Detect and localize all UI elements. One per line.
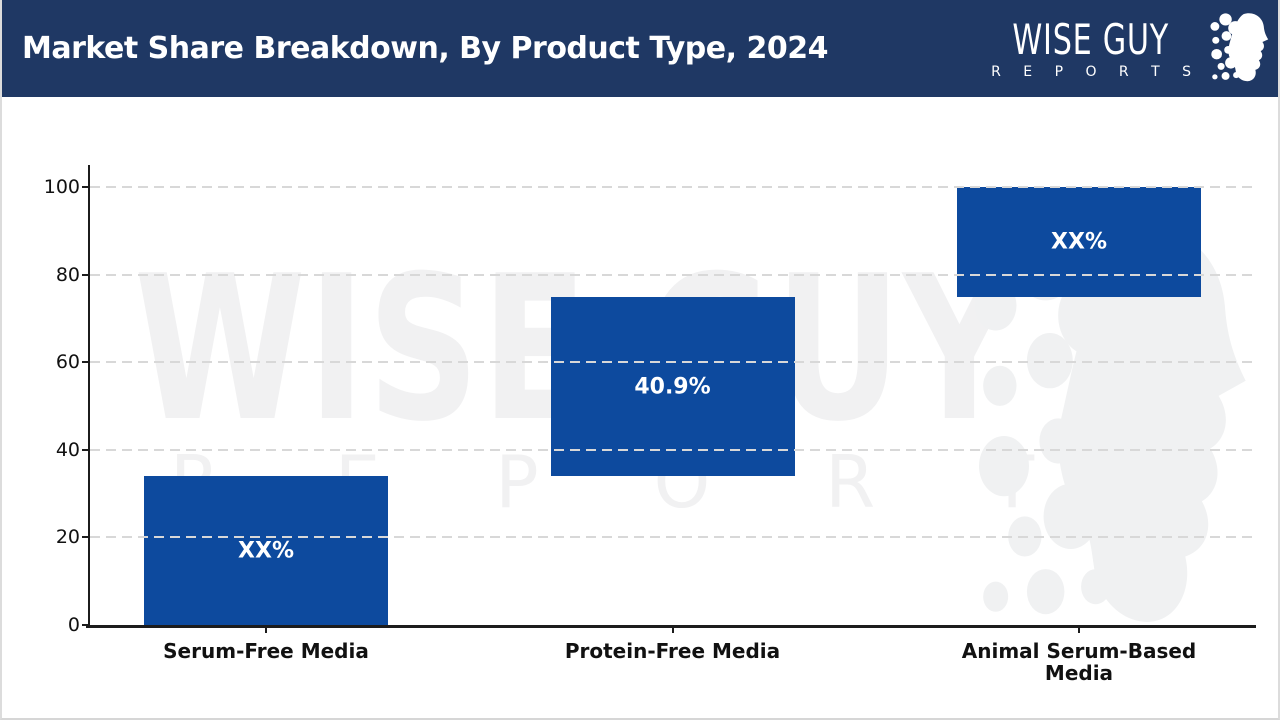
header-bar: Market Share Breakdown, By Product Type,… — [2, 0, 1278, 97]
y-axis-line — [88, 165, 90, 627]
y-tick-label-0: 0 — [67, 614, 80, 636]
y-tick-label-20: 20 — [55, 526, 80, 549]
bar-2 — [550, 296, 795, 477]
x-tick-mark-3 — [1078, 625, 1080, 633]
y-tick-mark-60 — [82, 361, 89, 364]
bar-value-label: XX% — [1051, 229, 1107, 255]
bar-value-label: XX% — [238, 538, 294, 564]
gridline-y-100 — [90, 186, 1254, 188]
logo-text-block: WISE GUY R E P O R T S — [982, 14, 1200, 81]
gridline-y-80 — [90, 273, 1254, 276]
y-tick-mark-20 — [82, 536, 89, 539]
x-tick-mark-1 — [265, 625, 267, 633]
x-category-label-3: Animal Serum-Based Media — [961, 639, 1197, 685]
x-category-label-1: Serum-Free Media — [163, 639, 369, 663]
x-category-label-2: Protein-Free Media — [564, 639, 781, 663]
logo-tagline-text: R E P O R T S — [991, 64, 1200, 81]
bar-value-label: 40.9% — [634, 374, 711, 399]
x-axis-line — [86, 625, 1256, 628]
y-tick-label-80: 80 — [55, 263, 80, 286]
gridline-y-60 — [90, 361, 1254, 364]
y-tick-mark-100 — [82, 186, 89, 188]
logo-brand-text: WISE GUY — [1012, 14, 1170, 64]
logo-head-profile-icon — [1210, 13, 1269, 82]
y-tick-mark-80 — [82, 273, 89, 276]
gridline-y-20 — [90, 536, 1254, 539]
x-tick-mark-2 — [671, 625, 674, 633]
y-tick-label-40: 40 — [55, 438, 80, 461]
page-title: Market Share Breakdown, By Product Type,… — [22, 31, 828, 66]
wiseguy-logo: WISE GUY R E P O R T S — [982, 5, 1270, 93]
y-tick-mark-40 — [82, 448, 89, 451]
bar-1 — [144, 476, 388, 625]
gridline-y-40 — [90, 448, 1254, 451]
y-tick-label-60: 60 — [55, 351, 80, 374]
y-tick-label-100: 100 — [43, 176, 80, 198]
bar-3 — [957, 187, 1201, 297]
y-tick-mark-0 — [82, 624, 89, 626]
